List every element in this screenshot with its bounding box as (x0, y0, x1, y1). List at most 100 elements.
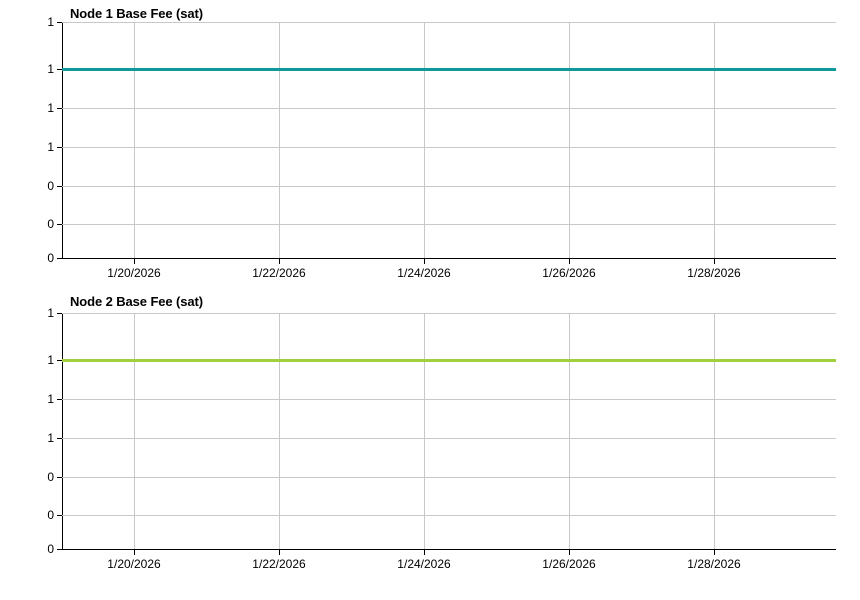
x-tick-label: 1/22/2026 (252, 266, 306, 280)
gridline-horizontal (62, 515, 836, 516)
chart-panel-node-1: Node 1 Base Fee (sat) 1 (0, 0, 860, 295)
gridline-vertical (279, 22, 280, 258)
y-tick-group: 0 (47, 217, 63, 231)
gridline-vertical (714, 22, 715, 258)
plot-area-node-1: 1 1 1 1 0 0 0 (47, 15, 836, 280)
gridline-horizontal (62, 399, 836, 400)
plot-area-node-2: 1 1 1 1 0 0 0 (47, 306, 836, 571)
x-tick-label: 1/20/2026 (107, 557, 161, 571)
y-tick-group: 0 (47, 508, 63, 522)
x-tick-group: 1/22/2026 (252, 549, 306, 571)
gridline-vertical (714, 313, 715, 549)
chart-title-node-1: Node 1 Base Fee (sat) (70, 6, 204, 21)
y-tick-group: 1 (47, 306, 63, 320)
x-tick-label: 1/26/2026 (542, 557, 596, 571)
y-tick-group: 1 (47, 101, 63, 115)
y-tick-mark (57, 477, 62, 478)
gridline-vertical (134, 22, 135, 258)
x-tick-label: 1/26/2026 (542, 266, 596, 280)
x-tick-label: 1/22/2026 (252, 557, 306, 571)
y-tick-group: 0 (47, 542, 63, 556)
gridline-horizontal (62, 477, 836, 478)
y-tick-mark (57, 399, 62, 400)
y-tick-label: 1 (47, 431, 54, 445)
x-tick-mark (279, 550, 280, 555)
y-tick-group: 1 (47, 15, 63, 29)
y-tick-mark (57, 186, 62, 187)
gridline-vertical (424, 22, 425, 258)
y-tick-mark (57, 515, 62, 516)
y-tick-mark (57, 22, 62, 23)
y-tick-label: 1 (47, 140, 54, 154)
x-tick-group: 1/26/2026 (542, 549, 596, 571)
y-tick-mark (57, 69, 62, 70)
series-line-node-2[interactable] (62, 359, 836, 362)
y-tick-label: 1 (47, 101, 54, 115)
x-tick-mark (279, 259, 280, 264)
gridline-vertical (134, 313, 135, 549)
gridline-horizontal (62, 438, 836, 439)
y-tick-mark (57, 438, 62, 439)
x-tick-group: 1/28/2026 (687, 549, 741, 571)
y-tick-group: 1 (47, 62, 63, 76)
y-tick-group: 0 (47, 179, 63, 193)
x-tick-group: 1/24/2026 (397, 258, 451, 280)
x-axis-line-1 (62, 258, 836, 259)
series-line-node-1[interactable] (62, 68, 836, 71)
y-tick-label: 1 (47, 306, 54, 320)
y-tick-label: 0 (47, 508, 54, 522)
gridline-horizontal (62, 186, 836, 187)
y-tick-label: 0 (47, 179, 54, 193)
y-tick-label: 1 (47, 15, 54, 29)
x-tick-group: 1/22/2026 (252, 258, 306, 280)
x-axis-line-2 (62, 549, 836, 550)
y-tick-group: 1 (47, 392, 63, 406)
gridline-horizontal (62, 147, 836, 148)
x-tick-label: 1/28/2026 (687, 266, 741, 280)
chart-panel-node-2: Node 2 Base Fee (sat) 1 (0, 288, 860, 588)
x-tick-mark (134, 550, 135, 555)
x-tick-group: 1/20/2026 (107, 549, 161, 571)
x-tick-label: 1/24/2026 (397, 266, 451, 280)
y-tick-label: 0 (47, 470, 54, 484)
y-tick-mark (57, 313, 62, 314)
gridline-vertical (279, 313, 280, 549)
x-tick-mark (424, 259, 425, 264)
x-tick-label: 1/28/2026 (687, 557, 741, 571)
y-tick-label: 0 (47, 251, 54, 265)
y-tick-mark (57, 147, 62, 148)
gridline-horizontal (62, 22, 836, 23)
gridline-vertical (569, 313, 570, 549)
x-tick-mark (134, 259, 135, 264)
gridline-horizontal (62, 313, 836, 314)
y-axis-line-2 (62, 313, 63, 549)
chart-title-node-2: Node 2 Base Fee (sat) (70, 294, 204, 309)
y-tick-group: 0 (47, 470, 63, 484)
y-axis-line-1 (62, 22, 63, 258)
y-tick-group: 1 (47, 431, 63, 445)
y-tick-label: 1 (47, 392, 54, 406)
y-tick-label: 1 (47, 62, 54, 76)
y-tick-mark (57, 108, 62, 109)
x-tick-mark (569, 550, 570, 555)
y-tick-label: 0 (47, 542, 54, 556)
x-tick-mark (424, 550, 425, 555)
x-tick-mark (569, 259, 570, 264)
y-tick-mark (57, 224, 62, 225)
y-tick-mark (57, 549, 62, 550)
y-tick-label: 0 (47, 217, 54, 231)
gridline-horizontal (62, 108, 836, 109)
x-tick-mark (714, 550, 715, 555)
y-tick-label: 1 (47, 353, 54, 367)
x-tick-group: 1/26/2026 (542, 258, 596, 280)
y-tick-group: 1 (47, 140, 63, 154)
x-tick-group: 1/24/2026 (397, 549, 451, 571)
x-tick-group: 1/20/2026 (107, 258, 161, 280)
x-tick-mark (714, 259, 715, 264)
x-tick-label: 1/24/2026 (397, 557, 451, 571)
gridline-vertical (569, 22, 570, 258)
x-tick-group: 1/28/2026 (687, 258, 741, 280)
y-tick-group: 0 (47, 251, 63, 265)
y-tick-mark (57, 360, 62, 361)
